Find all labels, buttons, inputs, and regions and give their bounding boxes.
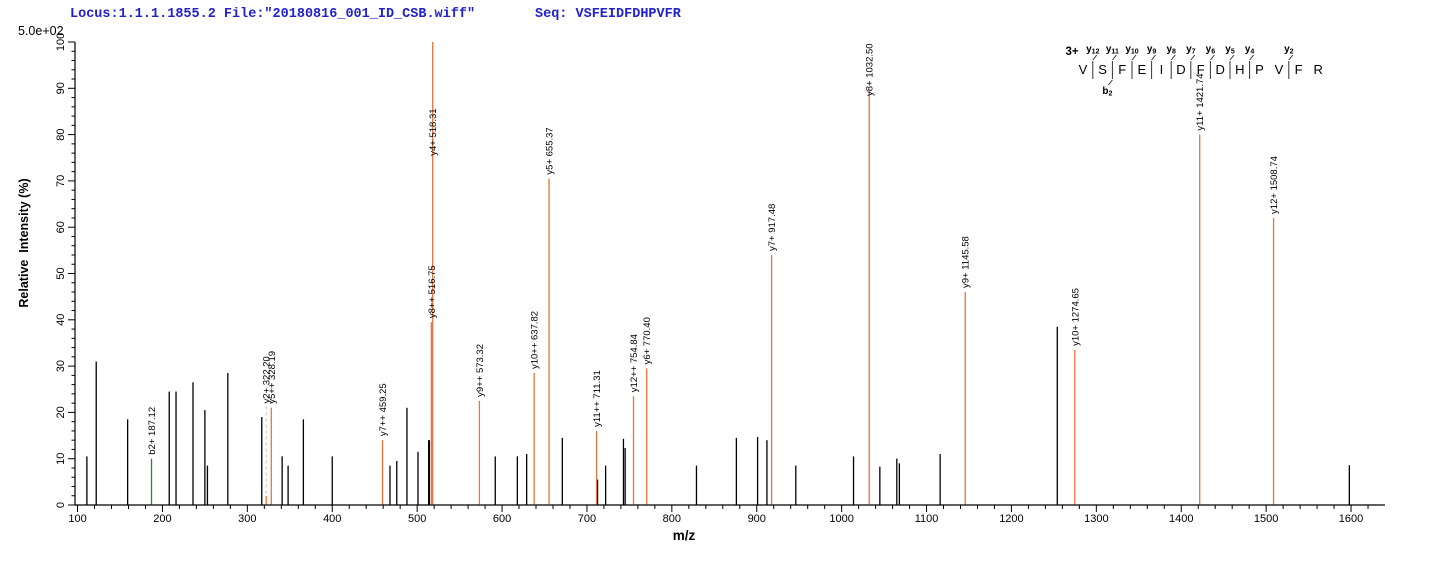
- x-tick-label: 600: [493, 513, 511, 525]
- x-tick-label: 1300: [1084, 513, 1108, 525]
- y-tick-label: 20: [55, 406, 67, 418]
- y-ion-marker: y2: [1284, 44, 1294, 56]
- peak-label: y7+ 917.48: [767, 204, 778, 251]
- x-tick-label: 400: [323, 513, 341, 525]
- y-ion-slash: [1190, 54, 1196, 61]
- residue: S: [1098, 62, 1107, 77]
- peak-label: y11+ 1421.74: [1195, 73, 1206, 130]
- y-ion-slash: [1288, 54, 1294, 61]
- b-ion-slash: [1108, 79, 1113, 86]
- y-ion-slash: [1170, 54, 1176, 61]
- y-tick-label: 40: [55, 314, 67, 326]
- y-tick-label: 100: [55, 33, 67, 51]
- header-bar: Locus:1.1.1.1855.2 File:"20180816_001_ID…: [0, 7, 1436, 27]
- y-scale-note: 5.0e+02: [18, 24, 64, 38]
- x-tick-label: 300: [238, 513, 256, 525]
- y-ion-marker: y4: [1245, 44, 1255, 56]
- y-ion-slash: [1112, 54, 1117, 61]
- x-tick-label: 200: [153, 513, 171, 525]
- y-axis-title: Relative Intensity (%): [17, 178, 31, 307]
- peak-label: y2+ 322.20: [262, 356, 273, 403]
- residue: H: [1235, 62, 1244, 77]
- peak-label: y9++ 573.32: [475, 344, 486, 397]
- y-ion-slash: [1092, 54, 1098, 61]
- peak-label: y10+ 1274.65: [1070, 288, 1081, 346]
- peak-label: y8++ 516.75: [427, 265, 438, 318]
- peak-label: y11++ 711.31: [592, 370, 603, 427]
- peak-label: y5++ 328.19: [267, 351, 278, 404]
- x-tick-label: 1400: [1169, 513, 1193, 525]
- residue: P: [1255, 62, 1264, 77]
- x-tick-label: 900: [748, 513, 766, 525]
- x-tick-label: 1100: [915, 513, 939, 525]
- y-ion-slash: [1210, 54, 1215, 61]
- y-tick-label: 10: [55, 453, 67, 465]
- x-tick-label: 800: [663, 513, 681, 525]
- peak-label: y10++ 637.82: [530, 311, 541, 369]
- y-ion-marker: y8: [1166, 44, 1176, 56]
- peak-label: y12++ 754.84: [629, 334, 640, 392]
- y-ion-slash: [1229, 54, 1235, 61]
- x-tick-label: 500: [408, 513, 426, 525]
- spectrum-peaks: [86, 42, 1350, 505]
- precursor-charge-label: 3+: [1065, 46, 1078, 58]
- residue: D: [1176, 62, 1185, 77]
- x-tick-label: 1500: [1254, 513, 1278, 525]
- residue: I: [1160, 62, 1164, 77]
- y-ion-marker: y10: [1125, 44, 1138, 56]
- residue: V: [1079, 62, 1088, 77]
- peak-label: y4+ 518.31: [428, 108, 439, 155]
- peak-label: y6+ 770.40: [642, 317, 653, 364]
- x-tick-label: 1200: [999, 513, 1023, 525]
- residue: F: [1118, 62, 1126, 77]
- peak-label: y7++ 459.25: [378, 383, 389, 436]
- peak-label: y5+ 655.37: [545, 127, 556, 174]
- y-tick-label: 50: [55, 267, 67, 279]
- y-ion-slash: [1151, 54, 1156, 61]
- x-tick-label: 1600: [1339, 513, 1363, 525]
- y-tick-label: 70: [55, 175, 67, 187]
- residue: F: [1197, 62, 1205, 77]
- residue: D: [1216, 62, 1225, 77]
- x-tick-label: 1000: [829, 513, 853, 525]
- axes: 100 200 300 400 500 600 700 800 900 1000 1100 1200 1…: [55, 33, 1385, 525]
- y-ion-marker: y6: [1206, 44, 1216, 56]
- y-ion-marker: y9: [1147, 44, 1157, 56]
- x-tick-label: 700: [578, 513, 596, 525]
- residue: V: [1275, 62, 1284, 77]
- x-axis-title: m/z: [673, 528, 696, 543]
- peak-label: b2+ 187.12: [147, 407, 158, 455]
- y-tick-label: 90: [55, 82, 67, 94]
- y-ion-marker: y5: [1225, 44, 1235, 56]
- residue: E: [1137, 62, 1146, 77]
- y-tick-label: 80: [55, 128, 67, 140]
- peak-label: y12+ 1508.74: [1269, 156, 1280, 214]
- x-tick-label: 100: [68, 513, 86, 525]
- residue: R: [1314, 62, 1323, 77]
- peak-label: y9+ 1145.58: [961, 236, 972, 288]
- y-ion-marker: y7: [1186, 44, 1196, 56]
- y-ion-marker: y12: [1086, 44, 1099, 56]
- y-tick-label: 0: [55, 502, 67, 508]
- y-ion-marker: y11: [1106, 44, 1119, 56]
- y-tick-label: 60: [55, 221, 67, 233]
- y-tick-label: 30: [55, 360, 67, 372]
- y-ion-slash: [1249, 54, 1254, 61]
- locus-file-label: Locus:1.1.1.1855.2 File:"20180816_001_ID…: [70, 7, 476, 22]
- y-ion-slash: [1131, 54, 1137, 61]
- residue: F: [1295, 62, 1303, 77]
- b-ion-marker: b2: [1102, 86, 1112, 98]
- sequence-label: Seq: VSFEIDFDHPVFR: [535, 7, 681, 22]
- peak-label: y8+ 1032.50: [865, 43, 876, 96]
